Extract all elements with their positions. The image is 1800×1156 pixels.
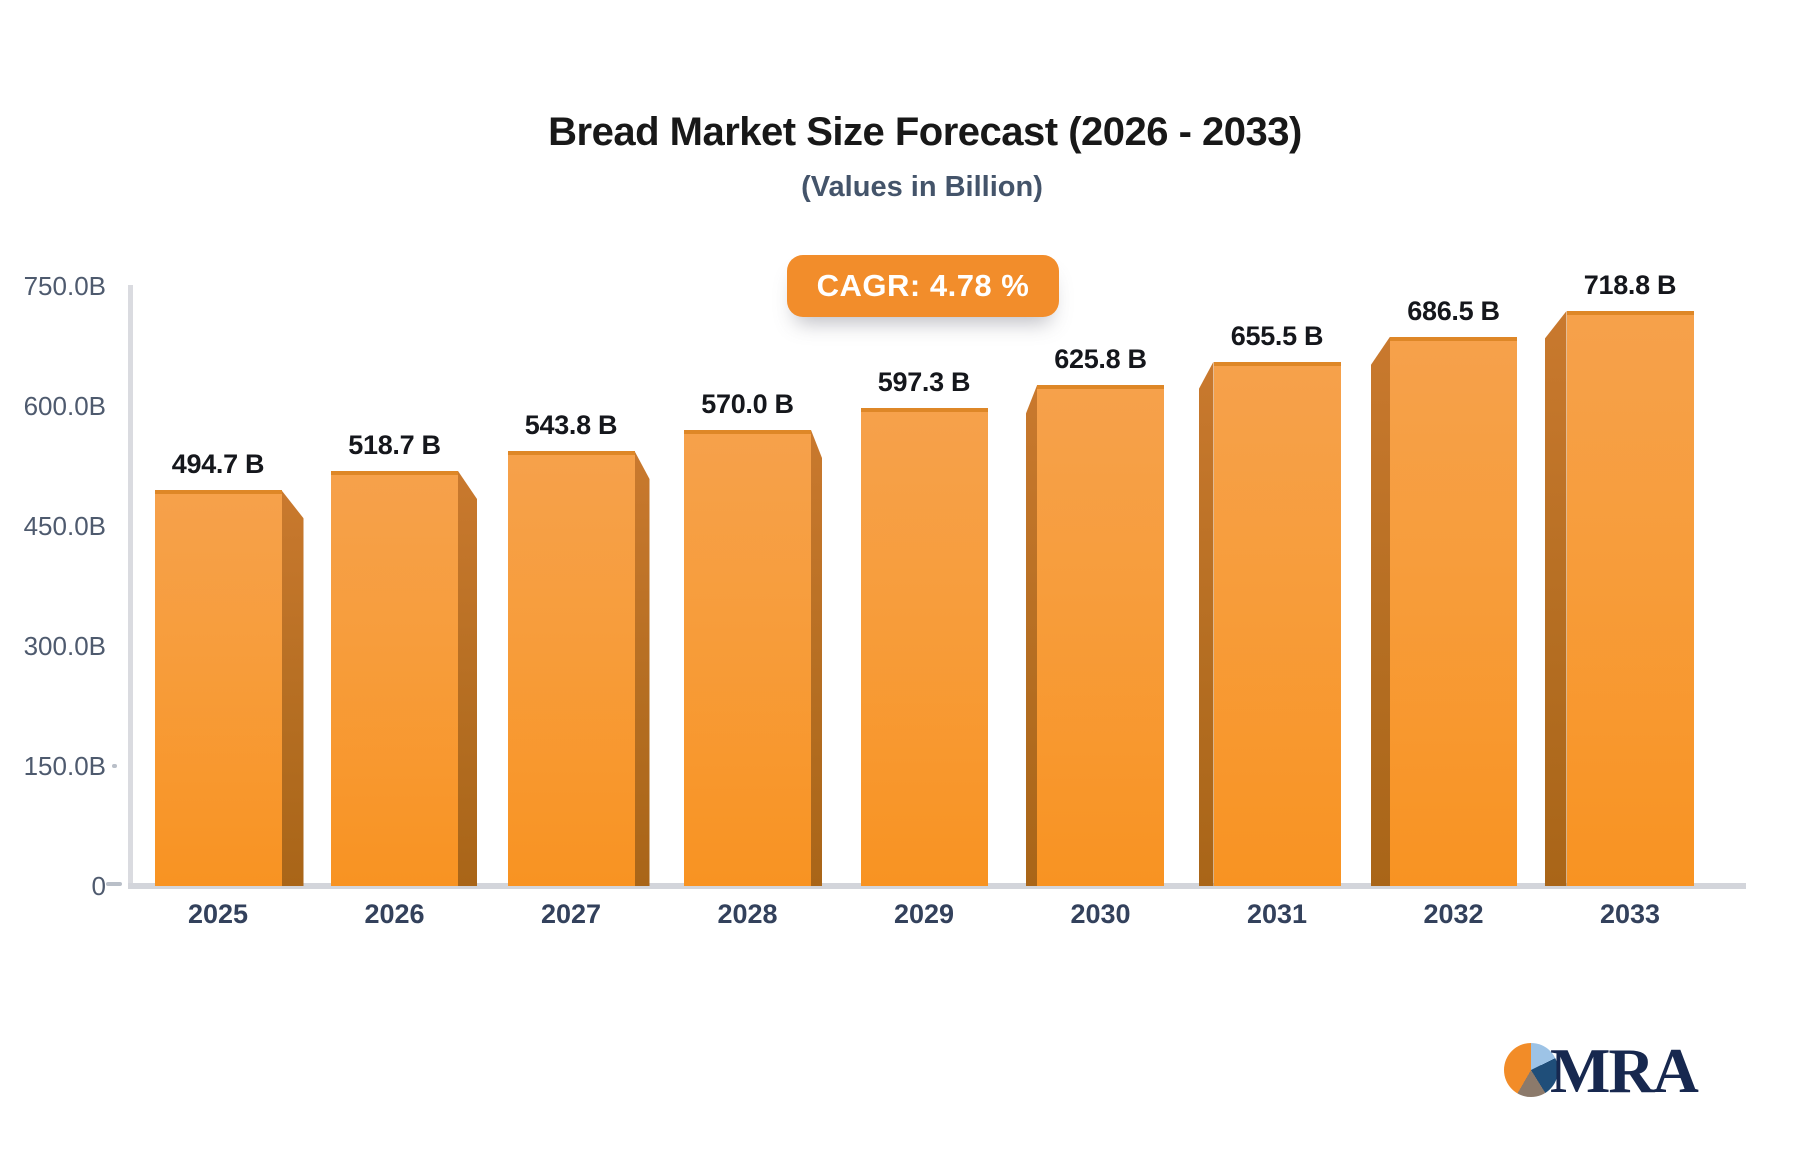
- y-axis-tick: [112, 764, 117, 768]
- x-axis-label: 2025: [187, 899, 249, 929]
- bar-2032: [1390, 336, 1517, 886]
- bar-side-face: [1198, 361, 1214, 886]
- bar-value-label: 718.8 B: [1583, 269, 1677, 300]
- bar-2028: [684, 430, 811, 886]
- y-axis-label: 450.0B: [23, 511, 106, 541]
- x-axis-label: 2032: [1423, 899, 1484, 929]
- bar-2031: [1213, 361, 1341, 886]
- bar-2026: [331, 471, 458, 886]
- bar-2030: [1037, 385, 1164, 886]
- bar-side-face: [634, 450, 650, 886]
- y-axis-label: 150.0B: [23, 751, 106, 781]
- bar-side-face: [811, 430, 822, 886]
- bar-value-label: 625.8 B: [1054, 344, 1147, 375]
- pie-chart-logo-icon: [1504, 1043, 1558, 1097]
- y-axis-line: [128, 285, 133, 889]
- logo-text: MRA: [1550, 1035, 1699, 1106]
- bar-value-label: 686.5 B: [1407, 295, 1500, 326]
- bar-side-face: [1026, 385, 1037, 886]
- bar-side-face: [1544, 310, 1567, 886]
- x-axis-label: 2030: [1070, 899, 1131, 929]
- chart-title: Bread Market Size Forecast (2026 - 2033): [548, 110, 1302, 154]
- x-axis-label: 2033: [1599, 899, 1661, 929]
- y-axis-tick: [106, 882, 122, 886]
- x-axis-label: 2028: [717, 899, 778, 929]
- y-axis-label: 750.0B: [23, 271, 106, 301]
- y-axis-label: 600.0B: [23, 391, 106, 421]
- x-axis-label: 2031: [1246, 899, 1308, 929]
- bar-side-face: [1371, 336, 1390, 886]
- x-axis-label: 2026: [364, 899, 425, 929]
- bar-value-label: 597.3 B: [877, 367, 971, 398]
- bar-value-label: 570.0 B: [701, 389, 794, 419]
- bar-value-label: 655.5 B: [1230, 320, 1324, 351]
- y-axis-label: 0: [91, 871, 106, 901]
- bar-value-label: 518.7 B: [348, 430, 441, 461]
- bar-2025: [154, 490, 282, 886]
- chart-subtitle: (Values in Billion): [801, 171, 1043, 203]
- x-axis-label: 2029: [893, 899, 955, 929]
- bar-side-face: [281, 490, 304, 886]
- mra-logo: MRA: [1504, 1036, 1704, 1106]
- bar-2029: [860, 408, 988, 886]
- x-axis-label: 2027: [540, 899, 602, 929]
- bar-2033: [1566, 310, 1694, 886]
- bar-side-face: [458, 471, 477, 886]
- bar-2027: [507, 450, 635, 886]
- x-axis-baseline: [128, 883, 1746, 889]
- bar-value-label: 543.8 B: [524, 409, 618, 440]
- cagr-badge: CAGR: 4.78 %: [787, 255, 1059, 317]
- y-axis-label: 300.0B: [23, 631, 106, 661]
- bar-value-label: 494.7 B: [171, 449, 265, 480]
- cagr-badge-label: CAGR: 4.78 %: [816, 268, 1030, 303]
